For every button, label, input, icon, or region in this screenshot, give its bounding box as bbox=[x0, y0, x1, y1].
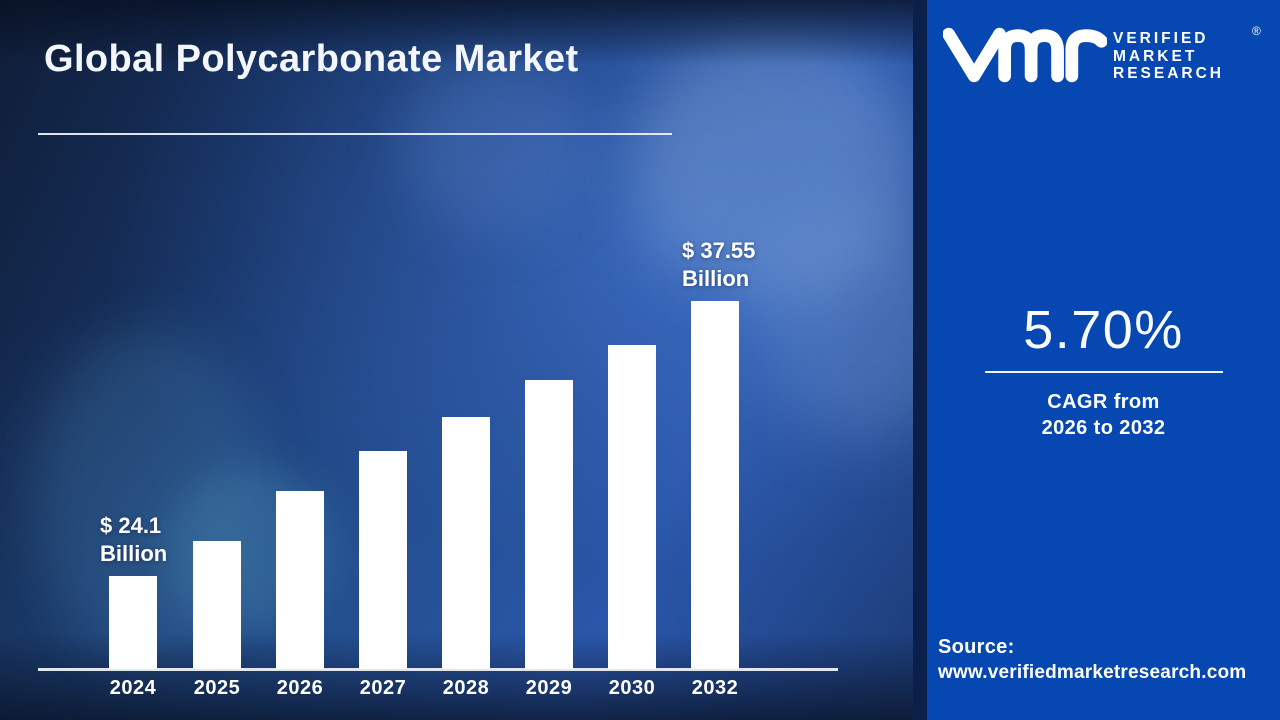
bar-2025 bbox=[193, 541, 241, 669]
source-label: Source: bbox=[938, 636, 1015, 658]
x-axis-label-2030: 2030 bbox=[608, 677, 656, 699]
panel-separator bbox=[913, 0, 927, 720]
bar-2029 bbox=[525, 380, 573, 669]
x-axis-label-2024: 2024 bbox=[109, 677, 157, 699]
x-axis-label-2029: 2029 bbox=[525, 677, 573, 699]
bar-2026 bbox=[276, 491, 324, 669]
x-axis-label-2027: 2027 bbox=[359, 677, 407, 699]
bar-2024 bbox=[109, 576, 157, 669]
bar-2032 bbox=[691, 301, 739, 669]
bar-2028 bbox=[442, 417, 490, 669]
brand-panel: VERIFIED MARKET RESEARCH ® 5.70% CAGR fr… bbox=[927, 0, 1280, 720]
vmr-logo-icon bbox=[943, 27, 1107, 83]
brand-name: VERIFIED MARKET RESEARCH bbox=[1113, 30, 1224, 83]
cagr-caption-line: 2026 to 2032 bbox=[1041, 417, 1166, 439]
title-underline bbox=[38, 133, 672, 135]
bar-2027 bbox=[359, 451, 407, 669]
registered-trademark-icon: ® bbox=[1252, 24, 1261, 38]
cagr-divider bbox=[984, 371, 1223, 373]
brand-line: RESEARCH bbox=[1113, 65, 1224, 82]
bar-chart: 2024 2025 2026 2027 2028 2029 2030 2032 $ 24.1 Bi… bbox=[38, 238, 838, 699]
value-label-2032: $ 37.55 Billion bbox=[682, 238, 756, 291]
x-axis-label-2026: 2026 bbox=[276, 677, 324, 699]
bar-2030 bbox=[608, 345, 656, 669]
source-url: www.verifiedmarketresearch.com bbox=[938, 662, 1247, 683]
chart-area: Global Polycarbonate Market 2024 2025 2026… bbox=[0, 0, 913, 720]
cagr-caption: CAGR from 2026 to 2032 bbox=[927, 389, 1280, 441]
brand-line: MARKET bbox=[1113, 47, 1198, 65]
x-axis-label-2025: 2025 bbox=[193, 677, 241, 699]
brand-line: VERIFIED bbox=[1113, 30, 1209, 47]
x-axis-label-2032: 2032 bbox=[691, 677, 739, 699]
x-axis-line bbox=[38, 668, 838, 671]
x-axis-label-2028: 2028 bbox=[442, 677, 490, 699]
cagr-value: 5.70% bbox=[1023, 300, 1184, 360]
cagr-caption-line: CAGR from bbox=[1047, 391, 1160, 413]
value-label-2024: $ 24.1 Billion bbox=[100, 513, 168, 566]
page-title: Global Polycarbonate Market bbox=[44, 38, 579, 80]
